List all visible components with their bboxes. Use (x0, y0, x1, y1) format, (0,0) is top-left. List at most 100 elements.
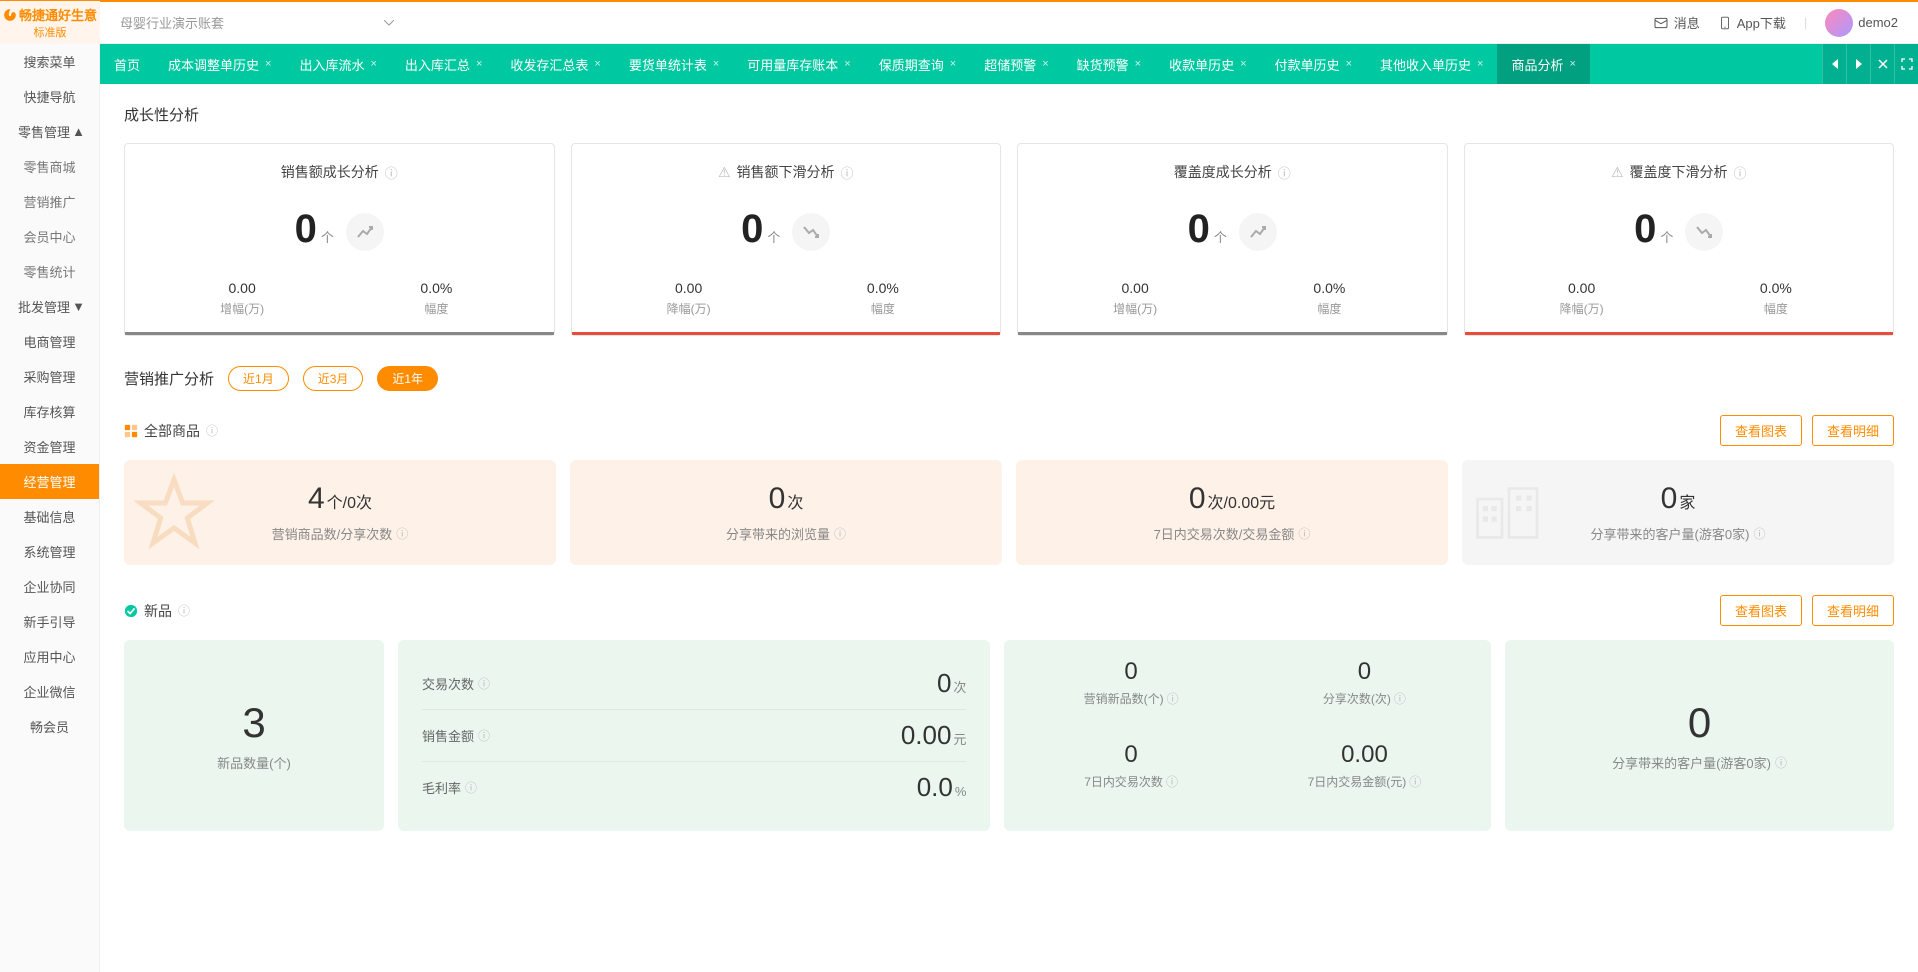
tab-close-all[interactable] (1870, 44, 1894, 84)
account-selector[interactable]: 母婴行业演示账套 (100, 13, 1653, 32)
sidebar-business[interactable]: 经营管理 (0, 464, 99, 499)
tab-3[interactable]: 出入库汇总× (391, 44, 496, 84)
check-badge-icon (124, 604, 138, 618)
tab-0[interactable]: 首页 (100, 44, 154, 84)
user-menu[interactable]: demo2 (1825, 9, 1898, 37)
tab-5[interactable]: 要货单统计表× (615, 44, 733, 84)
gc-foot-1: 0.00增幅(万) (145, 280, 339, 317)
sidebar-funds[interactable]: 资金管理 (0, 429, 99, 464)
sidebar-member[interactable]: 畅会员 (0, 709, 99, 744)
tab-13[interactable]: 商品分析× (1497, 44, 1589, 84)
close-icon[interactable]: × (1135, 58, 1141, 70)
info-icon: ⓘ (1394, 690, 1406, 707)
gc-foot2-val: 0.0% (786, 280, 980, 296)
sidebar-enterprise[interactable]: 企业协同 (0, 569, 99, 604)
tab-10[interactable]: 收款单历史× (1155, 44, 1260, 84)
close-icon[interactable]: × (1240, 58, 1246, 70)
gc-value: 0 (1188, 207, 1210, 252)
sidebar-basic-info[interactable]: 基础信息 (0, 499, 99, 534)
np-right-label-text: 分享带来的客户量(游客0家) (1612, 753, 1771, 772)
np-mid-val: 0.00元 (901, 720, 967, 751)
all-products-view-chart[interactable]: 查看图表 (1720, 415, 1802, 446)
sidebar-retail-mgmt[interactable]: 零售管理 ▲ (0, 114, 99, 149)
close-icon[interactable]: × (844, 58, 850, 70)
gc-title-text: 销售额下滑分析 (737, 162, 835, 182)
np-right-label: 分享带来的客户量(游客0家) ⓘ (1612, 753, 1787, 772)
tab-fullscreen[interactable] (1894, 44, 1918, 84)
gc-unit: 个 (321, 227, 334, 246)
close-icon[interactable]: × (594, 58, 600, 70)
tab-12[interactable]: 其他收入单历史× (1366, 44, 1497, 84)
app-download-link[interactable]: App下载 (1718, 13, 1786, 32)
np-twin-label-text: 7日内交易金额(元) (1308, 773, 1407, 790)
sidebar-inventory[interactable]: 库存核算 (0, 394, 99, 429)
np-mid-label-text: 毛利率 (422, 778, 461, 797)
tab-7[interactable]: 保质期查询× (865, 44, 970, 84)
caret-down-icon: ▼ (72, 299, 85, 314)
top-right: 消息 App下载 | demo2 (1653, 9, 1918, 37)
tab-1[interactable]: 成本调整单历史× (154, 44, 285, 84)
tab-4[interactable]: 收发存汇总表× (496, 44, 614, 84)
all-products-title-text: 全部商品 (144, 421, 200, 441)
tab-8[interactable]: 超储预警× (970, 44, 1062, 84)
tab-2[interactable]: 出入库流水× (285, 44, 390, 84)
growth-card-2[interactable]: 覆盖度成长分析ⓘ0个0.00增幅(万)0.0%幅度 (1017, 143, 1448, 336)
sidebar-system[interactable]: 系统管理 (0, 534, 99, 569)
ap-label-text: 7日内交易次数/交易金额 (1154, 524, 1295, 543)
tab-controls (1822, 44, 1918, 84)
logo-icon (3, 8, 17, 22)
close-icon[interactable]: × (1346, 58, 1352, 70)
close-icon[interactable]: × (1042, 58, 1048, 70)
close-icon[interactable]: × (476, 58, 482, 70)
sidebar-retail-mall[interactable]: 零售商城 (0, 149, 99, 184)
np-mid-card: 交易次数 ⓘ0次销售金额 ⓘ0.00元毛利率 ⓘ0.0% (398, 640, 990, 831)
all-products-view-detail[interactable]: 查看明细 (1812, 415, 1894, 446)
tab-11[interactable]: 付款单历史× (1261, 44, 1366, 84)
close-icon[interactable]: × (370, 58, 376, 70)
tab-scroll-left[interactable] (1822, 44, 1846, 84)
tab-9[interactable]: 缺货预警× (1063, 44, 1155, 84)
sidebar-quick-nav[interactable]: 快捷导航 (0, 79, 99, 114)
messages-link[interactable]: 消息 (1653, 13, 1700, 32)
close-icon[interactable]: × (265, 58, 271, 70)
gc-value: 0 (1634, 207, 1656, 252)
logo-sub: 标准版 (34, 24, 67, 40)
ap-big: 0 (1661, 482, 1678, 516)
sidebar-wholesale[interactable]: 批发管理 ▼ (0, 289, 99, 324)
close-icon[interactable]: × (1477, 58, 1483, 70)
np-mid-unit: % (955, 784, 967, 799)
close-icon[interactable]: × (713, 58, 719, 70)
pill-1month[interactable]: 近1月 (228, 366, 289, 391)
pill-1year[interactable]: 近1年 (377, 366, 438, 391)
sidebar-app-center[interactable]: 应用中心 (0, 639, 99, 674)
sidebar-wecom[interactable]: 企业微信 (0, 674, 99, 709)
sidebar-marketing[interactable]: 营销推广 (0, 184, 99, 219)
info-icon: ⓘ (834, 525, 846, 542)
new-products-actions: 查看图表 查看明细 (1720, 595, 1894, 626)
info-icon: ⓘ (1167, 690, 1179, 707)
sidebar-ecommerce[interactable]: 电商管理 (0, 324, 99, 359)
growth-card-1[interactable]: ⚠销售额下滑分析ⓘ0个0.00降幅(万)0.0%幅度 (571, 143, 1002, 336)
close-icon[interactable]: × (1569, 58, 1575, 70)
sidebar-search[interactable]: 搜索菜单 (0, 44, 99, 79)
pill-3month[interactable]: 近3月 (303, 366, 364, 391)
growth-card-3[interactable]: ⚠覆盖度下滑分析ⓘ0个0.00降幅(万)0.0%幅度 (1464, 143, 1895, 336)
ap-big: 0 (1189, 482, 1206, 516)
sidebar-retail-stats[interactable]: 零售统计 (0, 254, 99, 289)
sidebar-purchase[interactable]: 采购管理 (0, 359, 99, 394)
sidebar-member-center[interactable]: 会员中心 (0, 219, 99, 254)
growth-card-0[interactable]: 销售额成长分析ⓘ0个0.00增幅(万)0.0%幅度 (124, 143, 555, 336)
np-mid-label-text: 交易次数 (422, 674, 474, 693)
sidebar-newbie[interactable]: 新手引导 (0, 604, 99, 639)
warn-icon: ⚠ (718, 164, 731, 181)
new-products-view-chart[interactable]: 查看图表 (1720, 595, 1802, 626)
new-products-view-detail[interactable]: 查看明细 (1812, 595, 1894, 626)
new-products-row: 3 新品数量(个) 交易次数 ⓘ0次销售金额 ⓘ0.00元毛利率 ⓘ0.0% 0… (124, 640, 1894, 831)
close-icon[interactable]: × (950, 58, 956, 70)
tab-6[interactable]: 可用量库存账本× (733, 44, 864, 84)
tab-scroll-right[interactable] (1846, 44, 1870, 84)
sidebar-wholesale-label: 批发管理 (18, 297, 70, 316)
np-mid-unit: 元 (953, 729, 966, 748)
np-right-value: 0 (1688, 699, 1711, 747)
gc-unit: 个 (1660, 227, 1673, 246)
